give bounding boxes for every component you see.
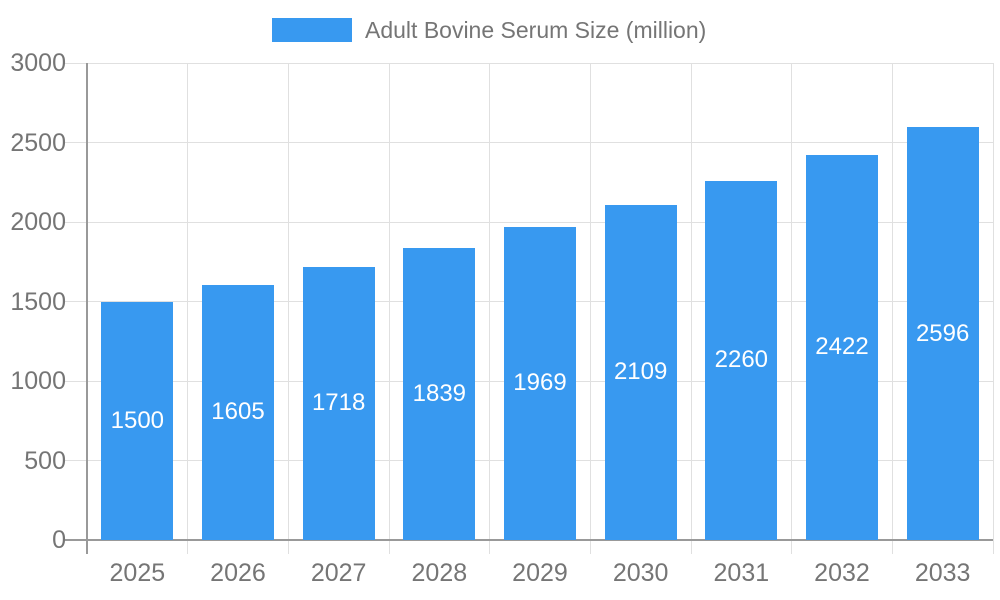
v-gridline bbox=[187, 63, 189, 554]
x-tick-label: 2025 bbox=[109, 559, 166, 587]
v-gridline bbox=[388, 63, 390, 554]
bar[interactable] bbox=[604, 204, 677, 540]
v-gridline bbox=[489, 63, 491, 554]
bar[interactable] bbox=[302, 266, 375, 540]
bar-value-label: 1718 bbox=[311, 389, 366, 417]
legend-swatch bbox=[272, 18, 352, 42]
h-gridline bbox=[65, 142, 993, 143]
x-tick-label: 2030 bbox=[612, 559, 669, 587]
y-tick-label: 2500 bbox=[10, 128, 66, 157]
y-tick-label: 0 bbox=[52, 526, 66, 554]
bar-value-label: 2109 bbox=[613, 358, 668, 386]
bar[interactable] bbox=[806, 154, 878, 540]
v-gridline bbox=[992, 63, 994, 554]
legend-label: Adult Bovine Serum Size (million) bbox=[365, 17, 707, 43]
bar[interactable] bbox=[504, 226, 576, 540]
x-tick-label: 2031 bbox=[713, 559, 770, 587]
y-tick-label: 2000 bbox=[10, 208, 66, 236]
bar[interactable] bbox=[705, 180, 778, 540]
x-tick-label: 2026 bbox=[210, 559, 266, 587]
h-gridline bbox=[65, 62, 993, 64]
v-gridline bbox=[287, 63, 289, 554]
y-axis-line bbox=[86, 63, 88, 554]
bar[interactable] bbox=[906, 127, 979, 540]
h-gridline bbox=[65, 221, 993, 223]
y-tick-label: 500 bbox=[24, 446, 66, 475]
v-gridline bbox=[791, 63, 793, 554]
bar-value-label: 1969 bbox=[513, 369, 567, 397]
bar-value-label: 1839 bbox=[412, 379, 467, 407]
bar-value-label: 1605 bbox=[211, 398, 265, 426]
v-gridline bbox=[891, 63, 893, 554]
bar-value-label: 2422 bbox=[815, 333, 869, 361]
y-tick-label: 1000 bbox=[10, 367, 66, 395]
legend-item[interactable]: Adult Bovine Serum Size (million) bbox=[272, 15, 706, 45]
v-gridline bbox=[690, 63, 692, 554]
x-tick-label: 2032 bbox=[814, 559, 870, 587]
bar-value-label: 2260 bbox=[714, 346, 769, 374]
y-tick-label: 1500 bbox=[10, 287, 66, 316]
v-gridline bbox=[589, 63, 591, 554]
bar[interactable] bbox=[202, 284, 274, 540]
bar[interactable] bbox=[101, 301, 174, 540]
y-tick-label: 3000 bbox=[10, 49, 66, 77]
x-tick-label: 2029 bbox=[512, 559, 568, 587]
bar-value-label: 1500 bbox=[110, 406, 165, 434]
bar[interactable] bbox=[403, 247, 476, 540]
bar-value-label: 2596 bbox=[915, 319, 970, 347]
x-axis-line bbox=[65, 539, 993, 541]
x-tick-label: 2033 bbox=[914, 559, 971, 587]
x-tick-label: 2027 bbox=[310, 559, 367, 587]
x-tick-label: 2028 bbox=[411, 559, 468, 587]
